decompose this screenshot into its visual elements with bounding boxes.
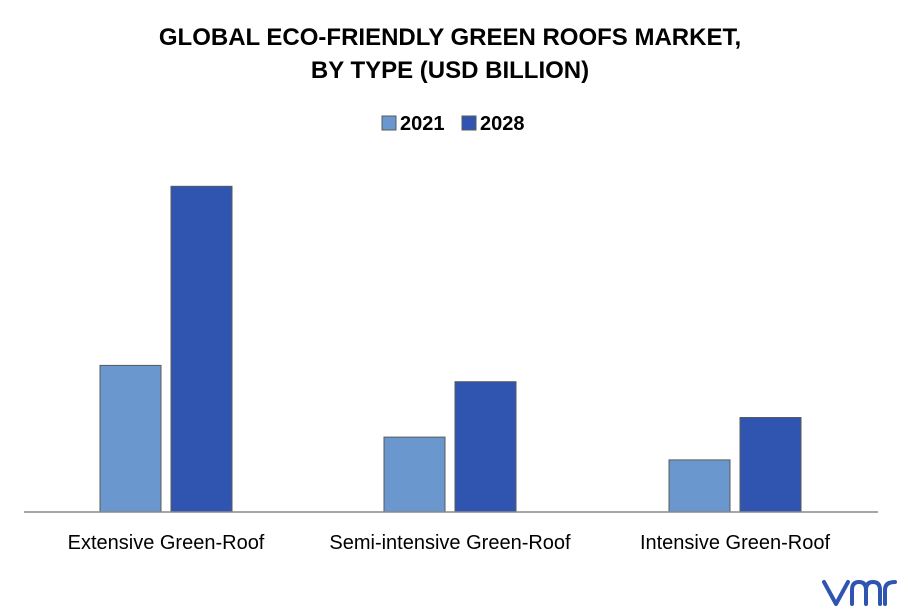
bar-2021-2 <box>383 436 446 513</box>
chart-title-line-1: GLOBAL ECO-FRIENDLY GREEN ROOFS MARKET, <box>159 24 741 51</box>
chart-title-line-2: BY TYPE (USD BILLION) <box>311 57 589 84</box>
bar-2028-2 <box>454 381 517 513</box>
legend-label-2028: 2028 <box>480 113 525 135</box>
category-label-extensive: Extensive Green-Roof <box>68 532 265 554</box>
category-label-semi-intensive: Semi-intensive Green-Roof <box>329 532 571 554</box>
legend-label-2021: 2021 <box>400 113 445 135</box>
legend: 2021 2028 <box>381 113 525 135</box>
legend-swatch-2028 <box>461 115 477 131</box>
bars-group <box>99 185 802 513</box>
legend-swatch-2021 <box>381 115 397 131</box>
bar-2028-3 <box>739 417 802 513</box>
category-label-intensive: Intensive Green-Roof <box>640 532 831 554</box>
vmr-logo-icon <box>822 580 897 606</box>
bar-2021-1 <box>99 364 162 513</box>
bar-2021-3 <box>668 459 731 513</box>
bar-2028-1 <box>170 185 233 513</box>
